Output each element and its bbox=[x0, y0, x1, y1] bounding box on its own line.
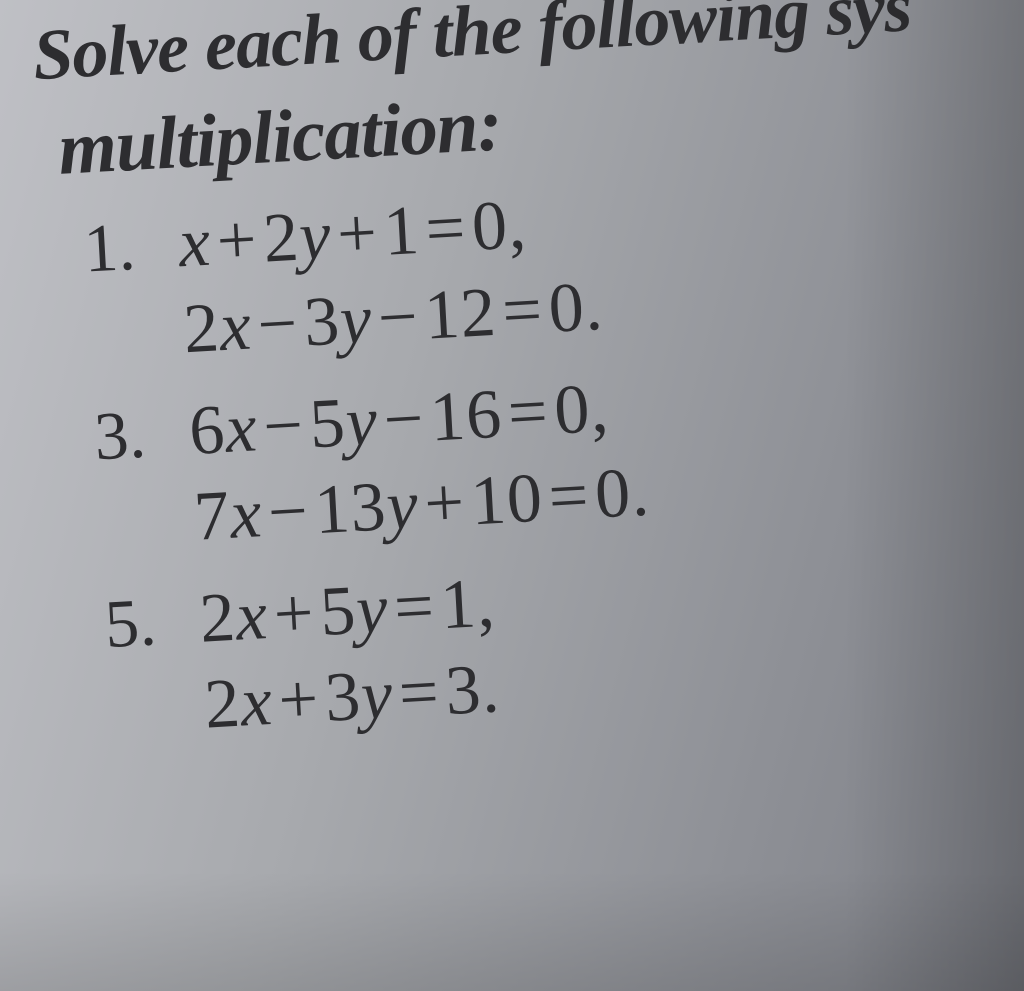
problem-5: 5. 2x+5y=1, 2x+3y=3. bbox=[103, 532, 1024, 751]
problem-1-eq1: x+2y+1=0, bbox=[177, 185, 529, 284]
problem-1-eq2: 2x−3y−12=0. bbox=[182, 267, 606, 370]
problem-3-eq2: 7x−13y+10=0. bbox=[192, 453, 652, 558]
problem-3: 3. 6x−5y−16=0, 7x−13y+10=0. bbox=[92, 345, 1024, 564]
page-content: Solve each of the following sys multipli… bbox=[0, 0, 1024, 989]
problem-1: 1. x+2y+1=0, 2x−3y−12=0. bbox=[82, 157, 1024, 376]
problem-5-eq1: 2x+5y=1, bbox=[198, 564, 498, 660]
eq-text: x bbox=[177, 204, 213, 283]
problem-5-number: 5. bbox=[103, 580, 202, 664]
problem-3-eq1: 6x−5y−16=0, bbox=[187, 369, 611, 472]
problem-1-number: 1. bbox=[82, 205, 181, 289]
problem-5-eq2: 2x+3y=3. bbox=[202, 650, 502, 746]
problem-3-number: 3. bbox=[92, 393, 191, 477]
